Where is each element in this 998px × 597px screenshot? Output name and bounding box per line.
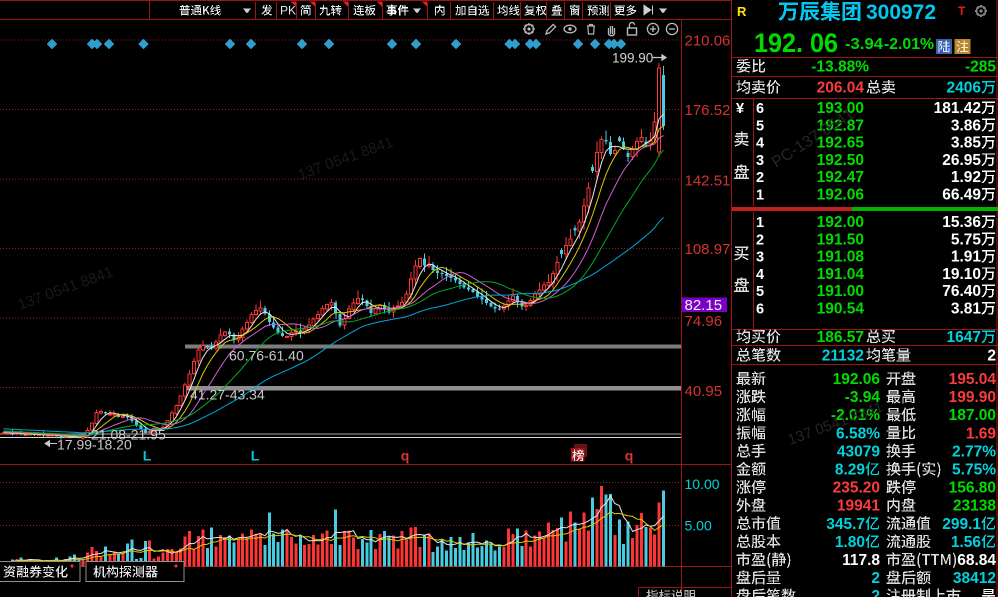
svg-text:3.85: 3.85: [951, 135, 982, 152]
svg-text:199.90: 199.90: [949, 389, 996, 406]
svg-text:1647: 1647: [947, 329, 981, 346]
svg-text:6: 6: [756, 302, 764, 318]
svg-text:PK: PK: [280, 4, 296, 18]
svg-text:193.00: 193.00: [817, 100, 864, 117]
svg-text:1: 1: [756, 188, 764, 204]
svg-text:15.36: 15.36: [942, 214, 981, 231]
svg-text:300972: 300972: [866, 1, 936, 24]
svg-text:6: 6: [756, 101, 764, 117]
svg-text:-3.94: -3.94: [845, 36, 883, 53]
svg-text:192.50: 192.50: [817, 152, 864, 169]
svg-text:3.86: 3.86: [951, 117, 982, 134]
svg-text:206.04: 206.04: [817, 80, 865, 97]
svg-text:1.69: 1.69: [966, 425, 997, 442]
svg-text:8.29: 8.29: [835, 462, 866, 479]
svg-text:66.49: 66.49: [942, 187, 981, 204]
svg-text:181.42: 181.42: [934, 100, 981, 117]
svg-text:q: q: [401, 448, 410, 464]
svg-text:-2.01%: -2.01%: [831, 407, 880, 424]
svg-text:235.20: 235.20: [833, 480, 880, 497]
svg-text:191.50: 191.50: [817, 231, 864, 248]
svg-text:191.04: 191.04: [817, 266, 865, 283]
svg-text:L: L: [143, 448, 152, 464]
svg-text:108.97: 108.97: [685, 241, 731, 258]
svg-text:1.80: 1.80: [835, 534, 865, 551]
svg-text:5.75: 5.75: [951, 231, 982, 248]
svg-text:176.52: 176.52: [685, 102, 731, 119]
svg-text:3.81: 3.81: [951, 301, 982, 318]
svg-text:2406: 2406: [947, 80, 982, 97]
svg-text:192.65: 192.65: [817, 135, 865, 152]
svg-text:192.06: 192.06: [833, 371, 881, 388]
svg-text:-3.94: -3.94: [845, 389, 881, 406]
svg-text:23138: 23138: [953, 498, 996, 515]
svg-text:192.06: 192.06: [817, 187, 865, 204]
svg-text:186.57: 186.57: [817, 329, 864, 346]
svg-text:43079: 43079: [837, 443, 880, 460]
svg-text:R: R: [737, 4, 747, 19]
svg-text:41.27-43.34: 41.27-43.34: [190, 387, 265, 403]
svg-text:4: 4: [756, 136, 764, 152]
svg-text:192.87: 192.87: [817, 117, 864, 134]
svg-text:190.54: 190.54: [817, 301, 865, 318]
svg-text:192. 06: 192. 06: [754, 28, 838, 58]
svg-text:2: 2: [756, 232, 764, 248]
svg-text:-2.01%: -2.01%: [884, 36, 934, 53]
svg-text:1.91: 1.91: [951, 249, 982, 266]
svg-text:q: q: [625, 448, 634, 464]
svg-text:192.47: 192.47: [817, 169, 864, 186]
svg-text:3: 3: [756, 250, 764, 266]
svg-text:1.92: 1.92: [951, 169, 981, 186]
svg-text:T: T: [958, 4, 966, 18]
svg-text:345.7: 345.7: [826, 516, 865, 533]
svg-text:1: 1: [756, 215, 764, 231]
svg-text:2: 2: [871, 570, 880, 587]
svg-text:156.80: 156.80: [949, 480, 996, 497]
svg-text:21.08-21.95: 21.08-21.95: [91, 427, 166, 443]
svg-text:1.56: 1.56: [951, 534, 982, 551]
svg-text:-285: -285: [965, 59, 996, 76]
svg-text:3: 3: [756, 153, 764, 169]
svg-text:10.00: 10.00: [685, 476, 720, 492]
svg-text:191.00: 191.00: [817, 283, 864, 300]
svg-text:-13.88%: -13.88%: [811, 59, 869, 76]
svg-text:5.00: 5.00: [685, 518, 712, 534]
svg-text:68.84: 68.84: [957, 552, 996, 569]
svg-text:142.51: 142.51: [685, 173, 731, 190]
svg-text:74.96: 74.96: [685, 313, 723, 330]
svg-text:2: 2: [871, 588, 880, 597]
svg-text:26.95: 26.95: [942, 152, 981, 169]
svg-text:5.75%: 5.75%: [952, 462, 996, 479]
svg-text:191.08: 191.08: [817, 249, 865, 266]
svg-text:¥: ¥: [736, 101, 744, 117]
svg-text:2: 2: [987, 348, 996, 365]
svg-text:82.15: 82.15: [685, 297, 723, 314]
svg-text:2.77%: 2.77%: [952, 443, 996, 460]
svg-text:187.00: 187.00: [949, 407, 996, 424]
svg-text:19.10: 19.10: [942, 266, 981, 283]
svg-text:60.76-61.40: 60.76-61.40: [229, 348, 304, 364]
svg-text:210.06: 210.06: [685, 33, 731, 50]
svg-text:195.04: 195.04: [949, 371, 997, 388]
svg-text:199.90: 199.90: [612, 51, 653, 66]
svg-text:19941: 19941: [837, 498, 880, 515]
svg-text:117.8: 117.8: [842, 552, 880, 569]
svg-text:4: 4: [756, 267, 764, 283]
svg-text:38412: 38412: [953, 570, 996, 587]
svg-text:17.99-18.20: 17.99-18.20: [57, 437, 132, 453]
svg-text:L: L: [251, 448, 260, 464]
svg-text:76.40: 76.40: [942, 283, 981, 300]
svg-text:21132: 21132: [822, 348, 864, 365]
svg-text:5: 5: [756, 284, 764, 300]
svg-text:5: 5: [756, 118, 764, 134]
svg-text:2: 2: [756, 170, 764, 186]
svg-text:192.00: 192.00: [817, 214, 864, 231]
svg-text:6.58%: 6.58%: [836, 425, 880, 442]
svg-text:40.95: 40.95: [685, 383, 723, 400]
svg-text:299.1: 299.1: [942, 516, 981, 533]
